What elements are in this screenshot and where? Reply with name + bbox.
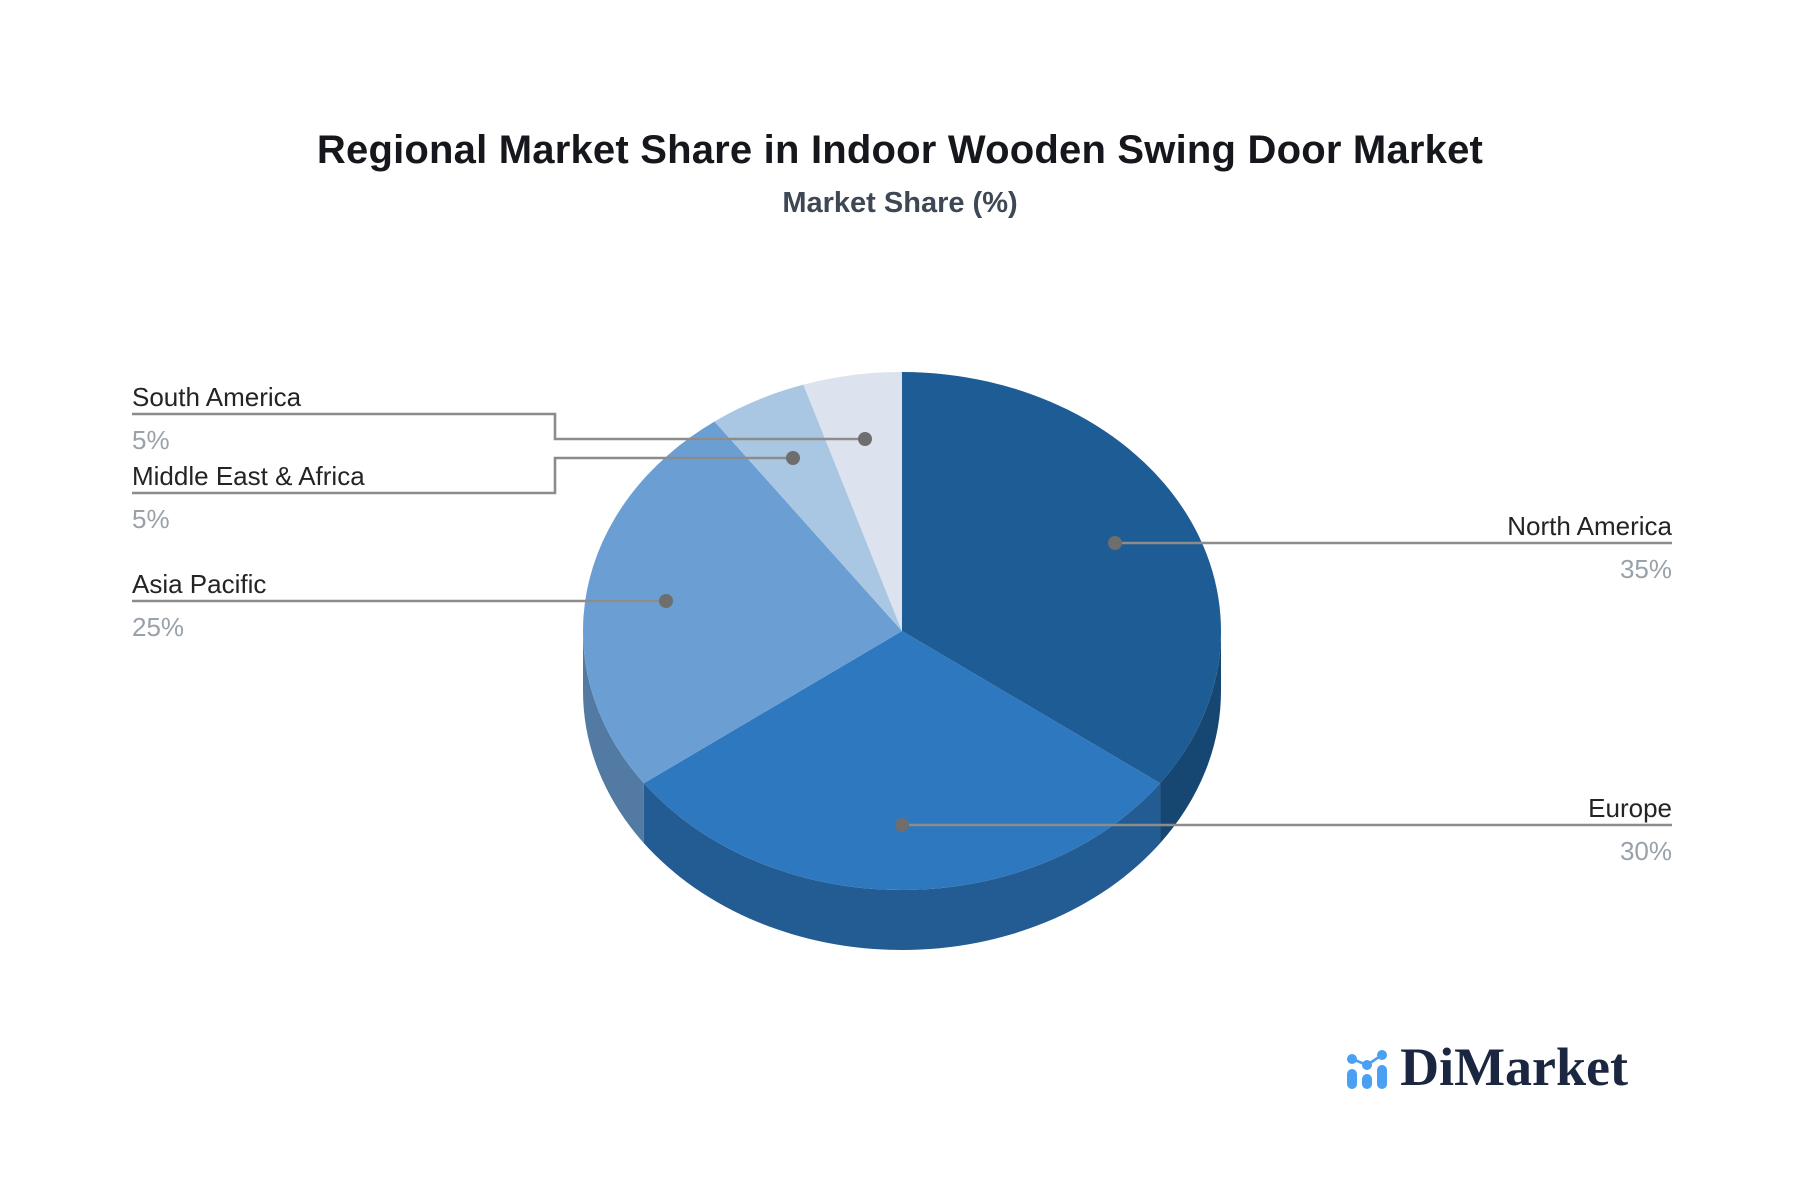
slice-value: 30% xyxy=(1619,836,1672,866)
pie-slice-asia-pacific[interactable] xyxy=(583,421,902,784)
leader-line-south-america xyxy=(132,412,865,441)
slice-value: 5% xyxy=(132,504,170,534)
leader-dot-middle-east-africa xyxy=(786,451,800,465)
logo-text: DiMarket xyxy=(1400,1037,1628,1097)
pie-slice-side-asia-pacific xyxy=(583,631,644,844)
slice-value: 35% xyxy=(1619,554,1672,584)
slice-label: South America xyxy=(132,382,302,412)
chart-subtitle: Market Share (%) xyxy=(782,187,1018,219)
slice-label: Asia Pacific xyxy=(132,569,267,599)
callout-north-america: North America 35% xyxy=(1507,510,1672,583)
slice-value: 5% xyxy=(132,425,170,455)
pie-slice-south-america[interactable] xyxy=(803,372,902,631)
callout-europe: Europe 30% xyxy=(1588,792,1672,865)
callout-south-america: South America 5% xyxy=(132,381,301,454)
slice-value: 25% xyxy=(132,612,185,642)
leader-dot-europe xyxy=(895,818,909,832)
bar-chart-icon xyxy=(1347,1050,1388,1089)
callout-asia-pacific: Asia Pacific 25% xyxy=(132,568,266,641)
pie-slice-side-europe xyxy=(643,783,1161,950)
chart-title: Regional Market Share in Indoor Wooden S… xyxy=(316,128,1484,172)
pie-slice-middle-east-africa[interactable] xyxy=(714,384,902,631)
chart-header: Regional Market Share in Indoor Wooden S… xyxy=(0,126,1800,220)
leader-line-middle-east-africa xyxy=(132,456,793,495)
slice-label: Europe xyxy=(1588,793,1672,823)
slice-label: Middle East & Africa xyxy=(132,461,365,491)
leader-dot-south-america xyxy=(858,432,872,446)
callout-middle-east-africa: Middle East & Africa 5% xyxy=(132,460,365,533)
leader-dot-north-america xyxy=(1108,536,1122,550)
pie-slice-side-north-america xyxy=(1160,631,1221,844)
pie-slice-north-america[interactable] xyxy=(902,372,1221,784)
leader-dot-asia-pacific xyxy=(659,594,673,608)
slice-label: North America xyxy=(1507,511,1672,541)
dimarket-logo: DiMarket xyxy=(1345,1040,1628,1094)
